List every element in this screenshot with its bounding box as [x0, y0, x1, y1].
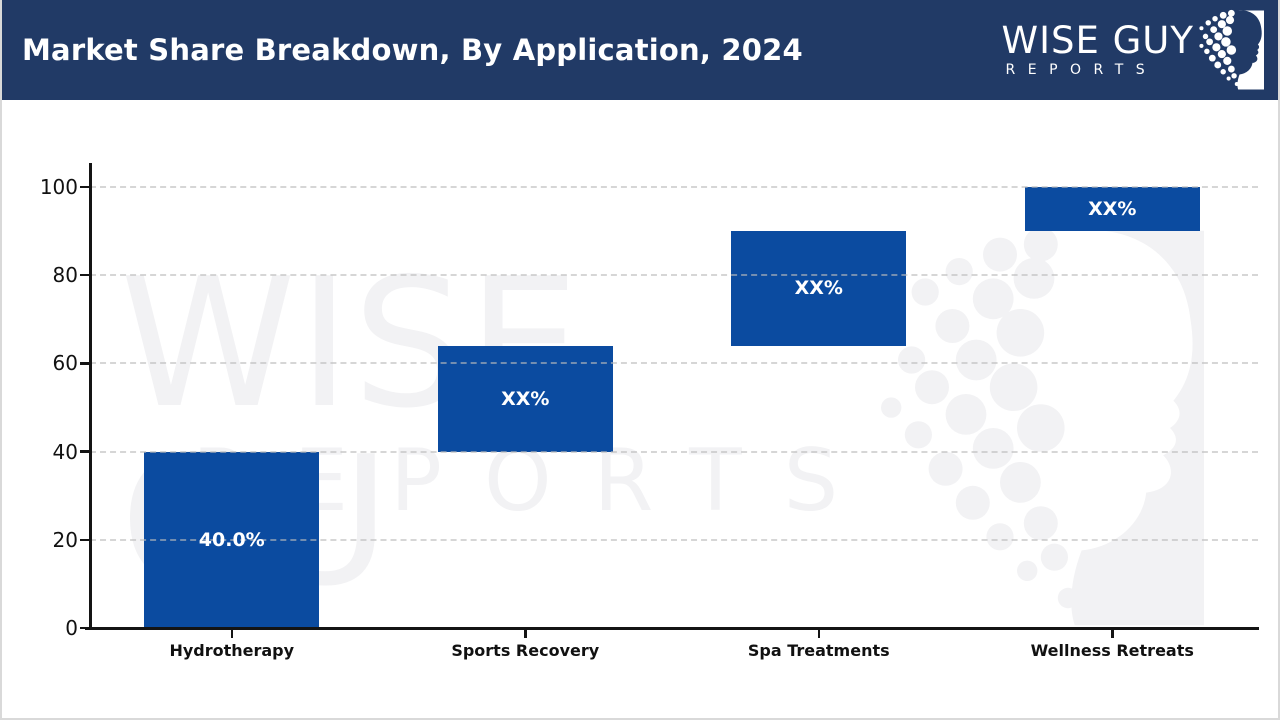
bar-value-label: XX% [794, 277, 843, 300]
gridline-80 [90, 274, 1258, 277]
y-tick-label-20: 20 [52, 527, 78, 552]
y-tick-label-0: 0 [65, 616, 78, 640]
gridline-40 [90, 450, 1258, 453]
bar-value-label: XX% [1088, 198, 1137, 221]
x-axis-line [85, 627, 1259, 630]
y-tick-100 [80, 185, 89, 189]
y-tick-label-80: 80 [52, 263, 78, 288]
watermark-face-icon [881, 227, 1204, 626]
y-axis-line [89, 163, 92, 630]
y-tick-label-60: 60 [52, 351, 78, 376]
y-tick-label-40: 40 [52, 439, 78, 464]
gridline-100 [90, 186, 1258, 188]
x-tick-1 [524, 630, 527, 638]
logo-name-text: WISE GUY [1001, 19, 1194, 62]
y-tick-label-100: 100 [39, 175, 78, 199]
y-tick-0 [80, 626, 89, 630]
gridline-60 [90, 362, 1258, 365]
logo-sub-text: REPORTS [1005, 62, 1158, 78]
logo-text: WISE GUY REPORTS [1002, 22, 1194, 78]
gridline-20 [90, 538, 1258, 541]
y-tick-60 [80, 362, 89, 365]
x-tick-0 [230, 630, 233, 638]
dotted-face-icon [1199, 9, 1264, 90]
bar-spa-treatments [731, 231, 907, 346]
category-label: Hydrotherapy [169, 641, 295, 660]
bar-value-label: XX% [501, 387, 550, 410]
category-label: Spa Treatments [747, 641, 890, 660]
x-tick-2 [817, 630, 820, 638]
bar-value-label: 40.0% [198, 528, 265, 551]
y-tick-20 [80, 538, 89, 542]
x-tick-3 [1111, 630, 1114, 638]
category-label: Sports Recovery [451, 641, 600, 660]
category-label: Wellness Retreats [1030, 641, 1194, 660]
bar-wellness-retreats [1024, 187, 1200, 232]
plot-area: WISE GU REPORTS 02040608010040.0%Hydroth… [2, 100, 1278, 718]
wise-guy-reports-logo: WISE GUY REPORTS [1002, 6, 1264, 94]
y-tick-80 [80, 273, 89, 277]
chart-title: Market Share Breakdown, By Application, … [22, 33, 803, 67]
y-tick-40 [80, 450, 89, 453]
header-bar: Market Share Breakdown, By Application, … [2, 0, 1278, 100]
